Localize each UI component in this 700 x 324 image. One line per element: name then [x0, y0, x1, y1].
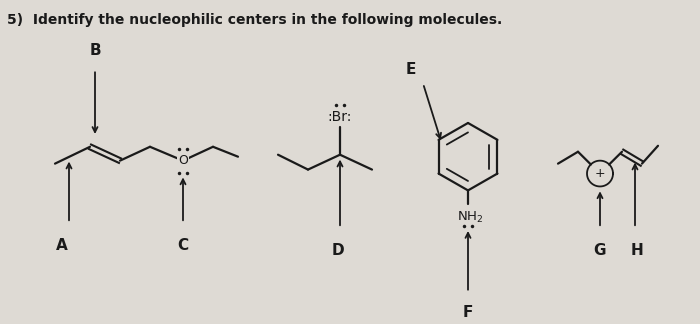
- Text: :Br:: :Br:: [328, 110, 352, 124]
- Text: 5)  Identify the nucleophilic centers in the following molecules.: 5) Identify the nucleophilic centers in …: [7, 13, 503, 27]
- Text: C: C: [177, 238, 188, 253]
- Text: O: O: [178, 154, 188, 167]
- Text: E: E: [406, 62, 416, 77]
- Text: G: G: [594, 243, 606, 258]
- Text: D: D: [332, 243, 344, 258]
- Text: A: A: [56, 238, 68, 253]
- Text: +: +: [595, 167, 606, 180]
- Text: F: F: [463, 306, 473, 320]
- Text: NH$_2$: NH$_2$: [457, 210, 483, 226]
- Text: B: B: [89, 42, 101, 58]
- Text: H: H: [631, 243, 643, 258]
